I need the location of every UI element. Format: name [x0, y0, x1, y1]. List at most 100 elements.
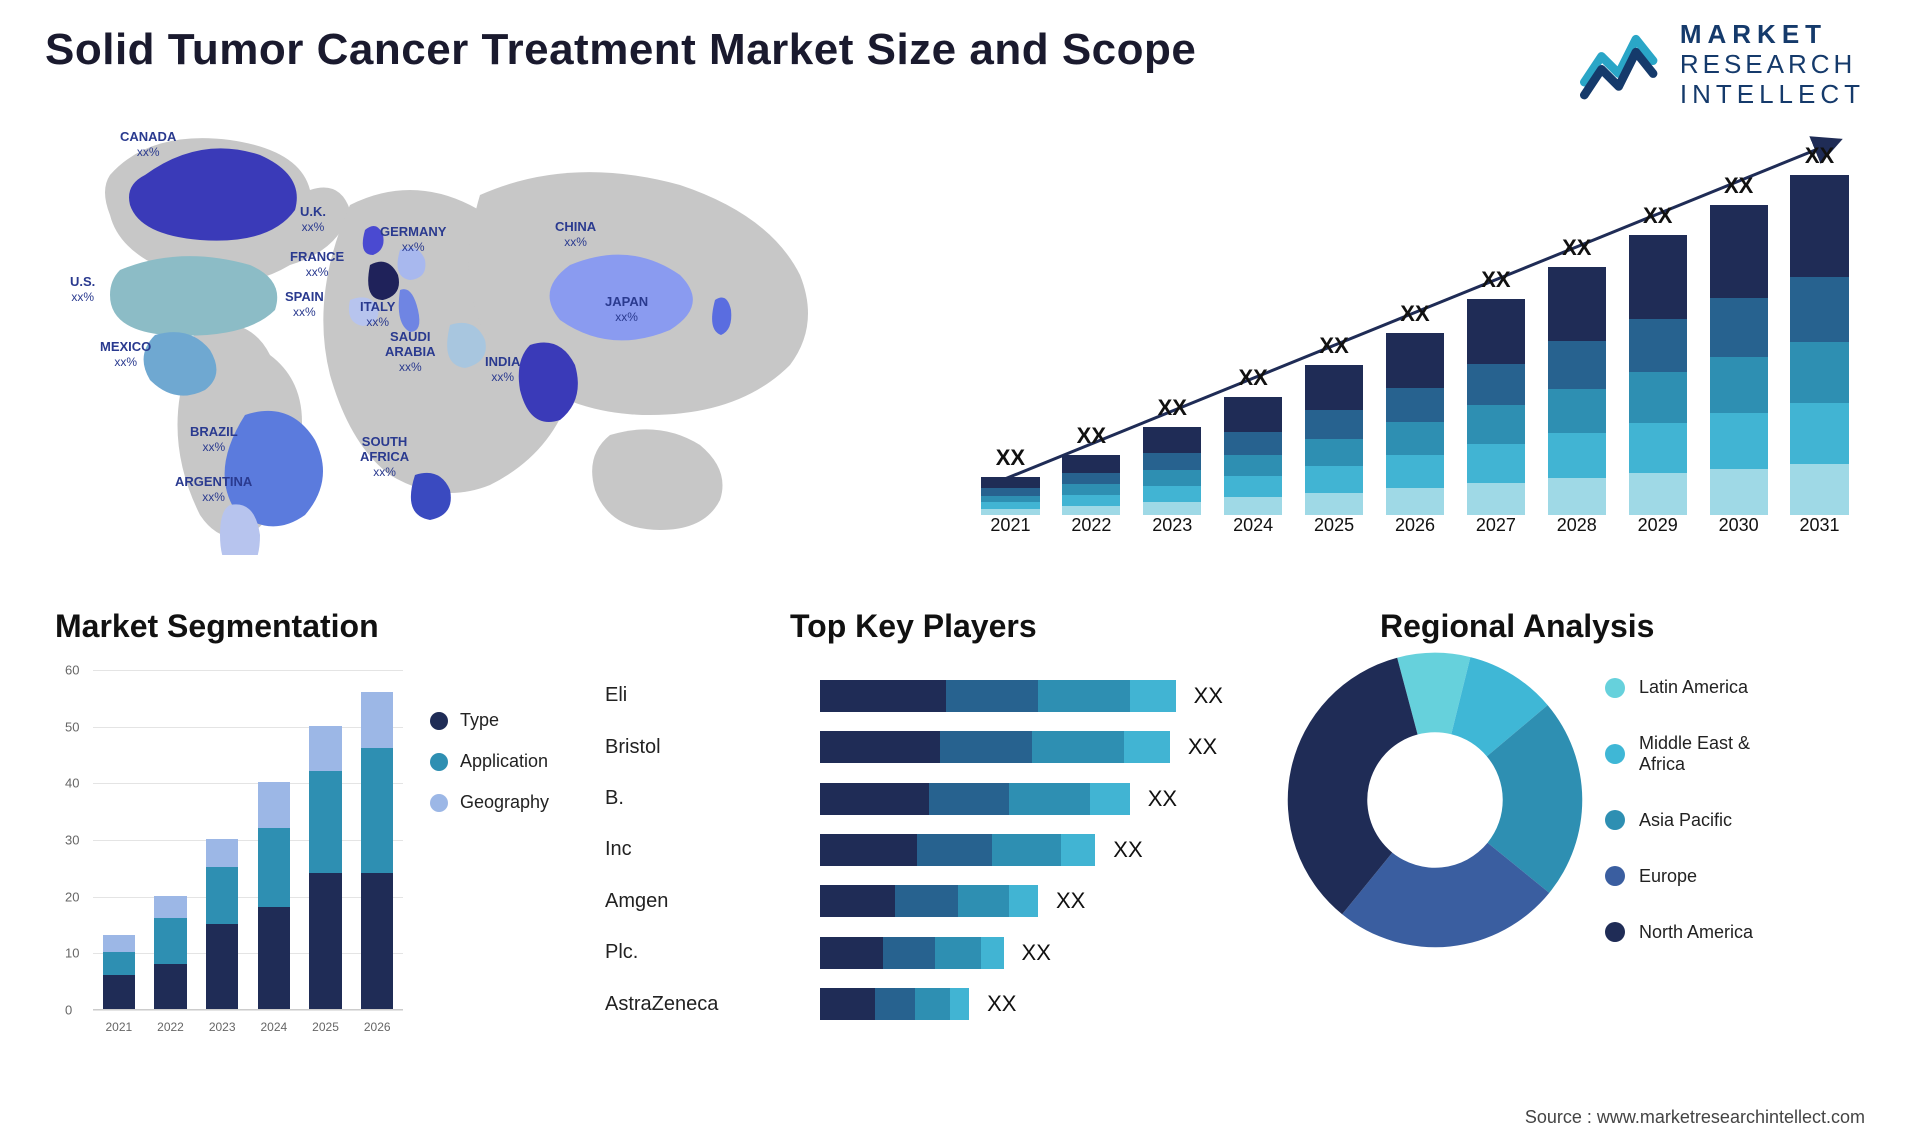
x-tick-label: 2021 [93, 1020, 145, 1034]
segmentation-chart: 202120222023202420252026 0102030405060 T… [45, 670, 575, 1040]
regional-legend: Latin America Middle East &Africa Asia Pac… [1605, 660, 1885, 960]
player-name: B. [605, 787, 785, 810]
legend-item: Europe [1605, 866, 1885, 887]
world-map: CANADAxx% U.S.xx% MEXICOxx% BRAZILxx% ARGENT… [50, 115, 880, 555]
player-value-label: XX [987, 991, 1016, 1017]
logo-text-1: MARKET [1680, 20, 1865, 50]
x-tick-label: 2027 [1455, 515, 1536, 555]
bar-value-label: XX [1710, 173, 1768, 199]
map-label: INDIAxx% [485, 355, 520, 385]
player-bar: XX [820, 885, 1210, 917]
player-name: AstraZeneca [605, 993, 785, 1016]
player-bar: XX [820, 937, 1210, 969]
legend-item: Type [430, 710, 549, 731]
bar-value-label: XX [1062, 423, 1120, 449]
x-tick-label: 2028 [1536, 515, 1617, 555]
legend-item: Asia Pacific [1605, 810, 1885, 831]
player-name: Amgen [605, 890, 785, 913]
map-label: U.K.xx% [300, 205, 326, 235]
bar-value-label: XX [1143, 395, 1201, 421]
bar-value-label: XX [1790, 143, 1848, 169]
bar-value-label: XX [1305, 333, 1363, 359]
y-tick-label: 30 [65, 833, 79, 848]
player-bar: XX [820, 988, 1210, 1020]
y-tick-label: 50 [65, 719, 79, 734]
bar-value-label: XX [1467, 267, 1525, 293]
forecast-bar: XX [1790, 175, 1848, 515]
segmentation-bar [103, 935, 135, 1009]
player-bar: XX [820, 680, 1210, 712]
segmentation-bar [309, 726, 341, 1009]
map-label: ARGENTINAxx% [175, 475, 252, 505]
x-tick-label: 2021 [970, 515, 1051, 555]
map-label: CHINAxx% [555, 220, 596, 250]
heading-players: Top Key Players [790, 608, 1037, 645]
x-tick-label: 2023 [196, 1020, 248, 1034]
player-bar: XX [820, 731, 1210, 763]
x-tick-label: 2031 [1779, 515, 1860, 555]
forecast-bar: XX [1629, 235, 1687, 515]
map-label: CANADAxx% [120, 130, 176, 160]
x-tick-label: 2030 [1698, 515, 1779, 555]
map-label: ITALYxx% [360, 300, 395, 330]
main-forecast-chart: XXXXXXXXXXXXXXXXXXXXXX 20212022202320242… [970, 115, 1860, 555]
x-tick-label: 2025 [1294, 515, 1375, 555]
y-tick-label: 60 [65, 663, 79, 678]
x-tick-label: 2022 [1051, 515, 1132, 555]
forecast-bar: XX [1143, 427, 1201, 515]
logo-text-2: RESEARCH [1680, 50, 1865, 80]
bar-value-label: XX [1629, 203, 1687, 229]
segmentation-bar [154, 896, 186, 1009]
map-label: GERMANYxx% [380, 225, 446, 255]
forecast-bar: XX [1386, 333, 1444, 515]
player-value-label: XX [1056, 888, 1085, 914]
forecast-bar: XX [1062, 455, 1120, 515]
bar-value-label: XX [981, 445, 1039, 471]
player-value-label: XX [1148, 786, 1177, 812]
map-label: FRANCExx% [290, 250, 344, 280]
y-tick-label: 0 [65, 1003, 72, 1018]
player-value-label: XX [1194, 683, 1223, 709]
legend-item: North America [1605, 922, 1885, 943]
forecast-bar: XX [1467, 299, 1525, 515]
players-bars: XXXXXXXXXXXXXX [820, 670, 1210, 1030]
player-name: Plc. [605, 941, 785, 964]
y-tick-label: 10 [65, 946, 79, 961]
segmentation-bar [206, 839, 238, 1009]
bar-value-label: XX [1224, 365, 1282, 391]
forecast-bar: XX [1224, 397, 1282, 515]
x-tick-label: 2029 [1617, 515, 1698, 555]
map-label: U.S.xx% [70, 275, 95, 305]
player-value-label: XX [1022, 940, 1051, 966]
segmentation-bar [258, 782, 290, 1009]
forecast-bar: XX [1710, 205, 1768, 515]
map-label: SAUDIARABIAxx% [385, 330, 436, 375]
y-tick-label: 20 [65, 889, 79, 904]
player-name: Inc [605, 838, 785, 861]
x-tick-label: 2024 [1213, 515, 1294, 555]
players-list: EliBristolB.IncAmgenPlc.AstraZeneca [605, 670, 785, 1030]
map-label: MEXICOxx% [100, 340, 151, 370]
forecast-bar: XX [981, 477, 1039, 515]
legend-item: Latin America [1605, 677, 1885, 698]
player-name: Bristol [605, 736, 785, 759]
x-tick-label: 2022 [145, 1020, 197, 1034]
legend-item: Geography [430, 792, 549, 813]
bar-value-label: XX [1548, 235, 1606, 261]
brand-logo: MARKET RESEARCH INTELLECT [1580, 20, 1865, 110]
regional-donut [1280, 645, 1590, 955]
player-value-label: XX [1188, 734, 1217, 760]
player-value-label: XX [1113, 837, 1142, 863]
bar-value-label: XX [1386, 301, 1444, 327]
segmentation-bar [361, 692, 393, 1009]
y-tick-label: 40 [65, 776, 79, 791]
x-tick-label: 2026 [1375, 515, 1456, 555]
forecast-bar: XX [1305, 365, 1363, 515]
map-label: JAPANxx% [605, 295, 648, 325]
x-tick-label: 2023 [1132, 515, 1213, 555]
map-label: BRAZILxx% [190, 425, 238, 455]
legend-item: Middle East &Africa [1605, 733, 1885, 775]
heading-segmentation: Market Segmentation [55, 608, 379, 645]
x-tick-label: 2025 [300, 1020, 352, 1034]
page-title: Solid Tumor Cancer Treatment Market Size… [45, 25, 1196, 75]
